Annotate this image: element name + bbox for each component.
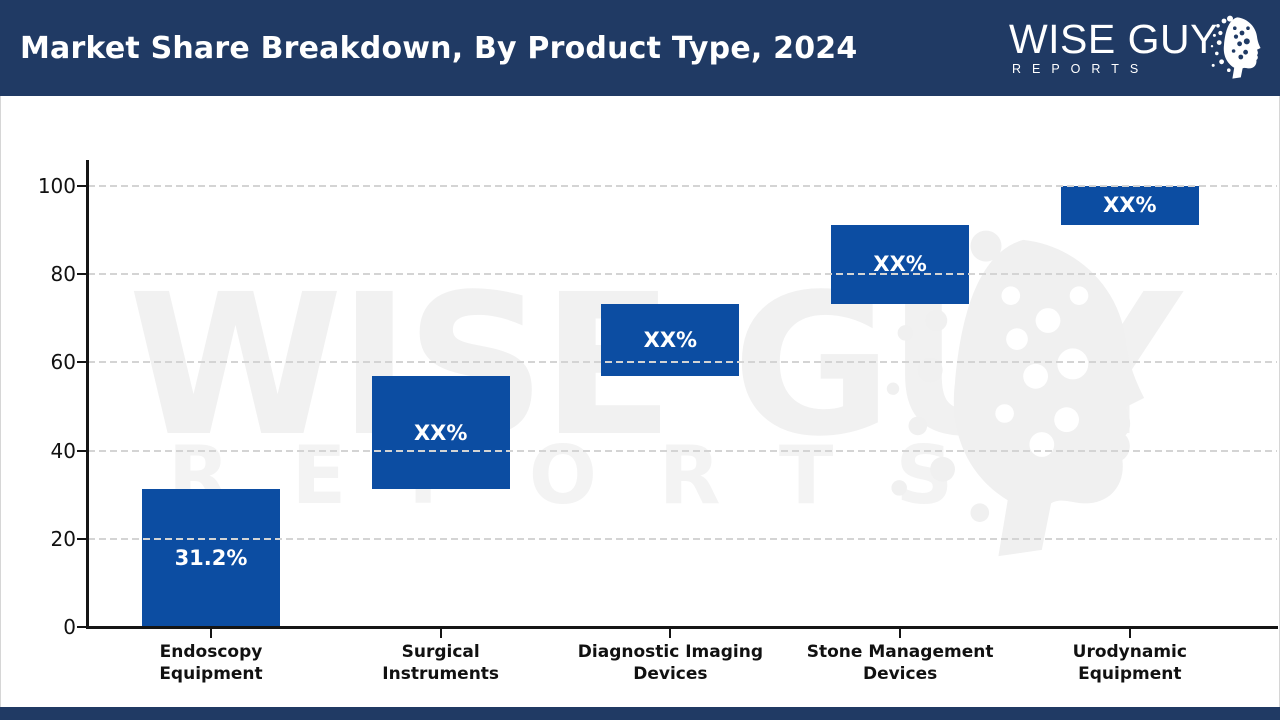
logo-reports-text: REPORTS: [1011, 61, 1150, 76]
x-axis-tick: [439, 629, 442, 638]
y-axis-tick: [77, 626, 88, 628]
bar-segment: [371, 376, 510, 490]
page-title: Market Share Breakdown, By Product Type,…: [20, 30, 858, 66]
gridline: [88, 449, 1277, 452]
wise-guy-logo: WISE GUY REPORTS: [1009, 6, 1266, 90]
x-category-label: Stone Management Devices: [806, 642, 994, 685]
y-tick-label: 20: [50, 526, 76, 551]
bar-segment: [601, 303, 740, 377]
y-axis-tick: [77, 449, 88, 452]
bar-value-label: XX%: [643, 327, 698, 352]
x-category-label: Surgical Instruments: [382, 642, 500, 685]
left-frame-line: [0, 96, 1, 707]
bar-value-label: XX%: [413, 420, 468, 445]
bar-segment: [1060, 186, 1199, 225]
y-axis-tick: [77, 537, 88, 540]
bar-value-label: 31.2%: [174, 546, 248, 571]
bar-value-label: XX%: [873, 252, 927, 277]
gridline: [88, 361, 1277, 364]
x-axis-tick: [669, 629, 672, 638]
x-axis-line: [86, 626, 1278, 629]
y-axis-line: [86, 160, 89, 629]
gridline: [88, 185, 1277, 187]
y-tick-label: 80: [50, 262, 76, 287]
y-axis-tick: [77, 361, 88, 364]
y-tick-label: 100: [37, 174, 76, 198]
bar-segment: [142, 489, 280, 627]
y-tick-label: 40: [50, 438, 76, 463]
y-tick-label: 0: [63, 615, 76, 639]
footer-bar: [0, 707, 1280, 720]
x-axis-tick: [1128, 629, 1131, 638]
gridline: [88, 537, 1277, 540]
y-axis-tick: [77, 185, 88, 187]
header-bar: Market Share Breakdown, By Product Type,…: [0, 0, 1280, 96]
x-category-label: Diagnostic Imaging Devices: [577, 642, 763, 685]
x-category-label: Endoscopy Equipment: [159, 642, 263, 685]
logo-head-icon: [1210, 15, 1261, 79]
x-axis-tick: [210, 629, 212, 638]
y-tick-label: 60: [50, 350, 76, 375]
y-axis-tick: [77, 273, 88, 276]
bar-value-label: XX%: [1103, 193, 1157, 218]
x-axis-tick: [899, 629, 902, 638]
logo-wiseguy-text: WISE GUY: [1008, 16, 1218, 63]
gridline: [88, 273, 1277, 276]
x-category-label: Urodynamic Equipment: [1072, 642, 1187, 685]
